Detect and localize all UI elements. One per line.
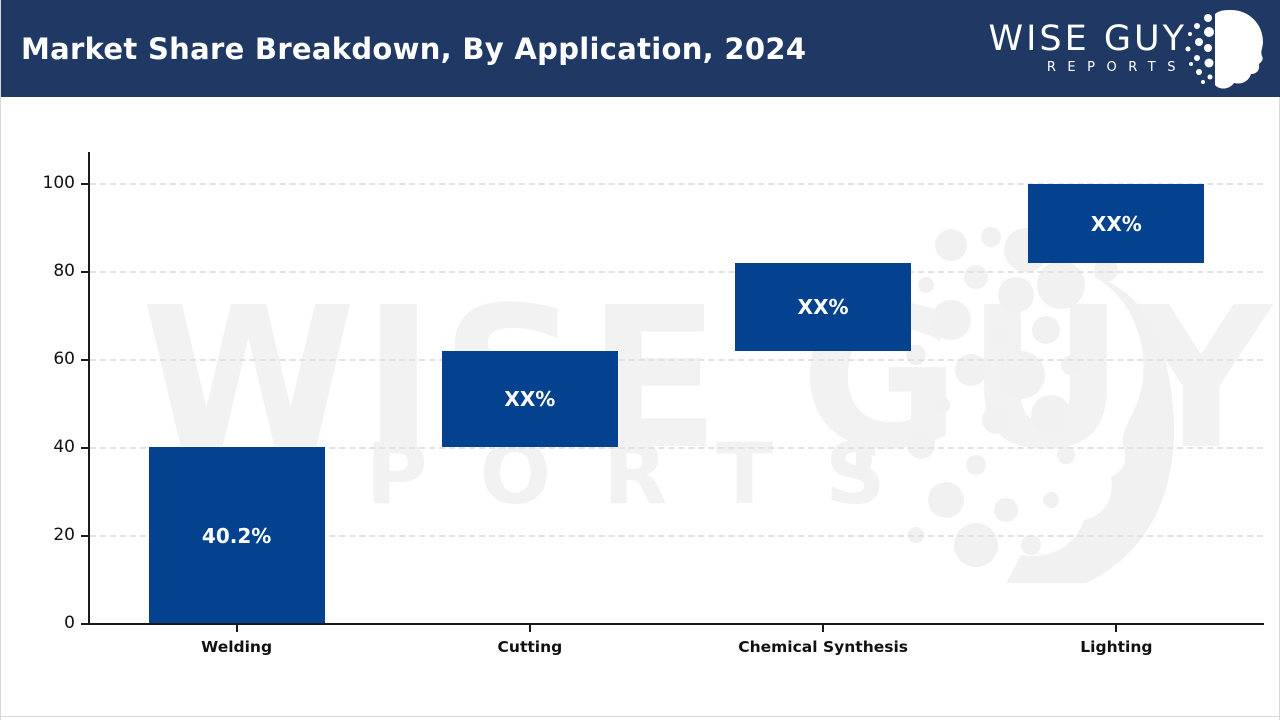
y-tick-label: 60 — [53, 349, 75, 369]
waterfall-bar-chemical-synthesis: XX% — [735, 263, 912, 352]
x-tick-mark — [1115, 625, 1118, 632]
x-axis-label-chemical-synthesis: Chemical Synthesis — [738, 638, 909, 656]
x-axis-label-welding: Welding — [201, 638, 273, 656]
y-tick-mark — [81, 623, 89, 625]
gridline-40 — [90, 447, 1263, 449]
wiseguy-logo-text: WISE GUY REPORTS — [988, 21, 1187, 77]
gridline-20 — [90, 535, 1263, 537]
bar-value-label: XX% — [504, 387, 556, 412]
gridline-60 — [90, 359, 1263, 361]
y-tick-label: 40 — [53, 437, 75, 457]
x-tick-mark — [822, 625, 825, 632]
gridline-100 — [90, 183, 1263, 185]
bar-value-label: XX% — [797, 295, 849, 320]
y-tick-label: 100 — [42, 173, 75, 193]
y-tick-label: 20 — [53, 525, 75, 545]
y-tick-mark — [81, 535, 89, 537]
watermark-text-line1: WISE GUY — [141, 265, 1278, 492]
y-axis-line — [88, 152, 90, 624]
y-tick-mark — [81, 447, 89, 449]
waterfall-bar-welding: 40.2% — [148, 447, 325, 624]
x-axis-label-cutting: Cutting — [497, 638, 563, 656]
y-tick-mark — [81, 183, 89, 185]
header-bar: Market Share Breakdown, By Application, … — [1, 0, 1280, 97]
chart-plot-area: 0 20 40 60 80 100 40.2% Welding XX% Cutting XX% Che… — [1, 97, 1280, 720]
x-axis-label-lighting: Lighting — [1080, 638, 1153, 656]
gridline-80 — [90, 271, 1263, 273]
waterfall-bar-cutting: XX% — [441, 351, 618, 448]
waterfall-bar-lighting: XX% — [1028, 184, 1205, 264]
x-tick-mark — [528, 625, 531, 632]
x-axis-line — [88, 623, 1264, 625]
bottom-divider — [1, 716, 1280, 717]
x-tick-mark — [235, 625, 238, 632]
y-tick-label: 80 — [53, 261, 75, 281]
y-tick-mark — [81, 359, 89, 361]
wiseguy-logo-head-icon — [1185, 9, 1263, 89]
y-tick-label: 0 — [64, 613, 75, 633]
bar-value-label: 40.2% — [201, 523, 272, 548]
wiseguy-logo-line1: WISE GUY — [988, 18, 1187, 59]
bar-value-label: XX% — [1090, 211, 1142, 236]
y-tick-mark — [81, 271, 89, 273]
page-title: Market Share Breakdown, By Application, … — [21, 31, 807, 66]
wiseguy-logo: WISE GUY REPORTS — [988, 0, 1267, 97]
wiseguy-logo-line2: REPORTS — [1046, 59, 1187, 75]
